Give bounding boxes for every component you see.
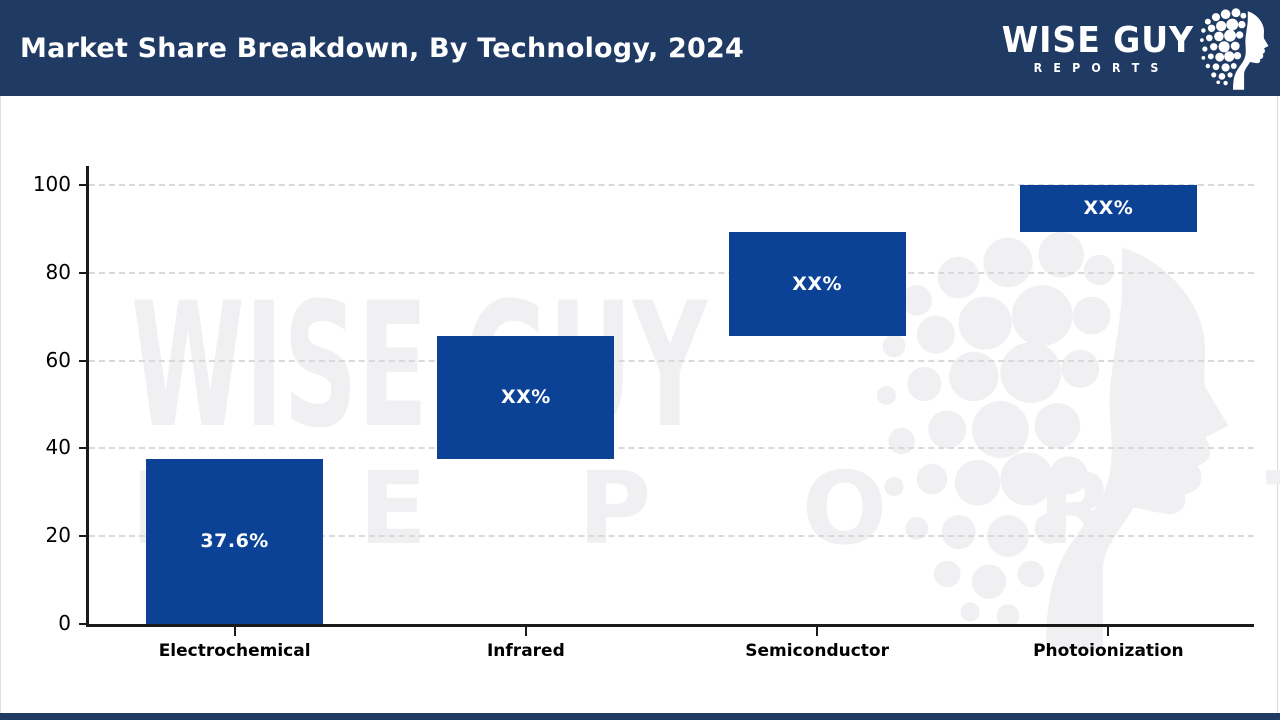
chart-area: WISE GUY R E P O R T S 02040608010037.6%… [0,96,1280,713]
bar-value-label: 37.6% [200,530,269,553]
wise-guy-logo: WISE GUY R E P O R T S [985,5,1270,93]
x-tick-mark [233,627,236,636]
bar-value-label: XX% [1083,197,1134,220]
y-gridline [89,535,1254,538]
y-tick-label: 0 [58,611,71,635]
y-tick-label: 40 [45,435,71,460]
x-tick-mark [1107,627,1110,636]
y-axis-line [86,166,89,627]
x-category-label: Photoionization [1033,641,1184,661]
y-tick-mark [79,271,89,274]
logo-text-block: WISE GUY R E P O R T S [1002,22,1194,76]
logo-reports-text: R E P O R T S [1033,61,1163,75]
y-tick-mark [79,184,89,186]
x-axis-line [86,624,1254,627]
logo-name-text: WISE GUY [1001,20,1194,61]
x-tick-mark [816,627,819,636]
page-title: Market Share Breakdown, By Technology, 2… [20,32,745,64]
bar-semiconductor: XX% [728,231,906,336]
y-tick-label: 80 [45,259,71,284]
bar-photoionization: XX% [1019,185,1197,232]
y-tick-mark [79,535,89,538]
x-category-label: Semiconductor [745,641,889,661]
y-tick-label: 100 [32,172,71,196]
plot: 0 20 40 60 80 100 37.6% Electrochemical XX% Infra… [1,96,1279,713]
y-tick-label: 20 [45,523,71,548]
bar-infrared: XX% [437,336,615,459]
footer-band [0,713,1280,720]
y-gridline [89,447,1254,450]
y-tick-label: 60 [45,347,71,372]
x-category-label: Electrochemical [158,641,311,661]
bar-value-label: XX% [500,386,551,409]
wise-guy-head-icon [1200,8,1269,90]
y-gridline [89,359,1254,362]
y-gridline [89,184,1254,186]
y-tick-mark [79,359,89,362]
y-gridline [89,271,1254,274]
y-tick-mark [79,623,89,625]
y-tick-mark [79,447,89,450]
header-band: Market Share Breakdown, By Technology, 2… [0,0,1280,96]
x-tick-mark [524,627,527,636]
bar-electrochemical: 37.6% [146,458,324,624]
bar-value-label: XX% [792,272,843,295]
x-category-label: Infrared [486,641,565,661]
